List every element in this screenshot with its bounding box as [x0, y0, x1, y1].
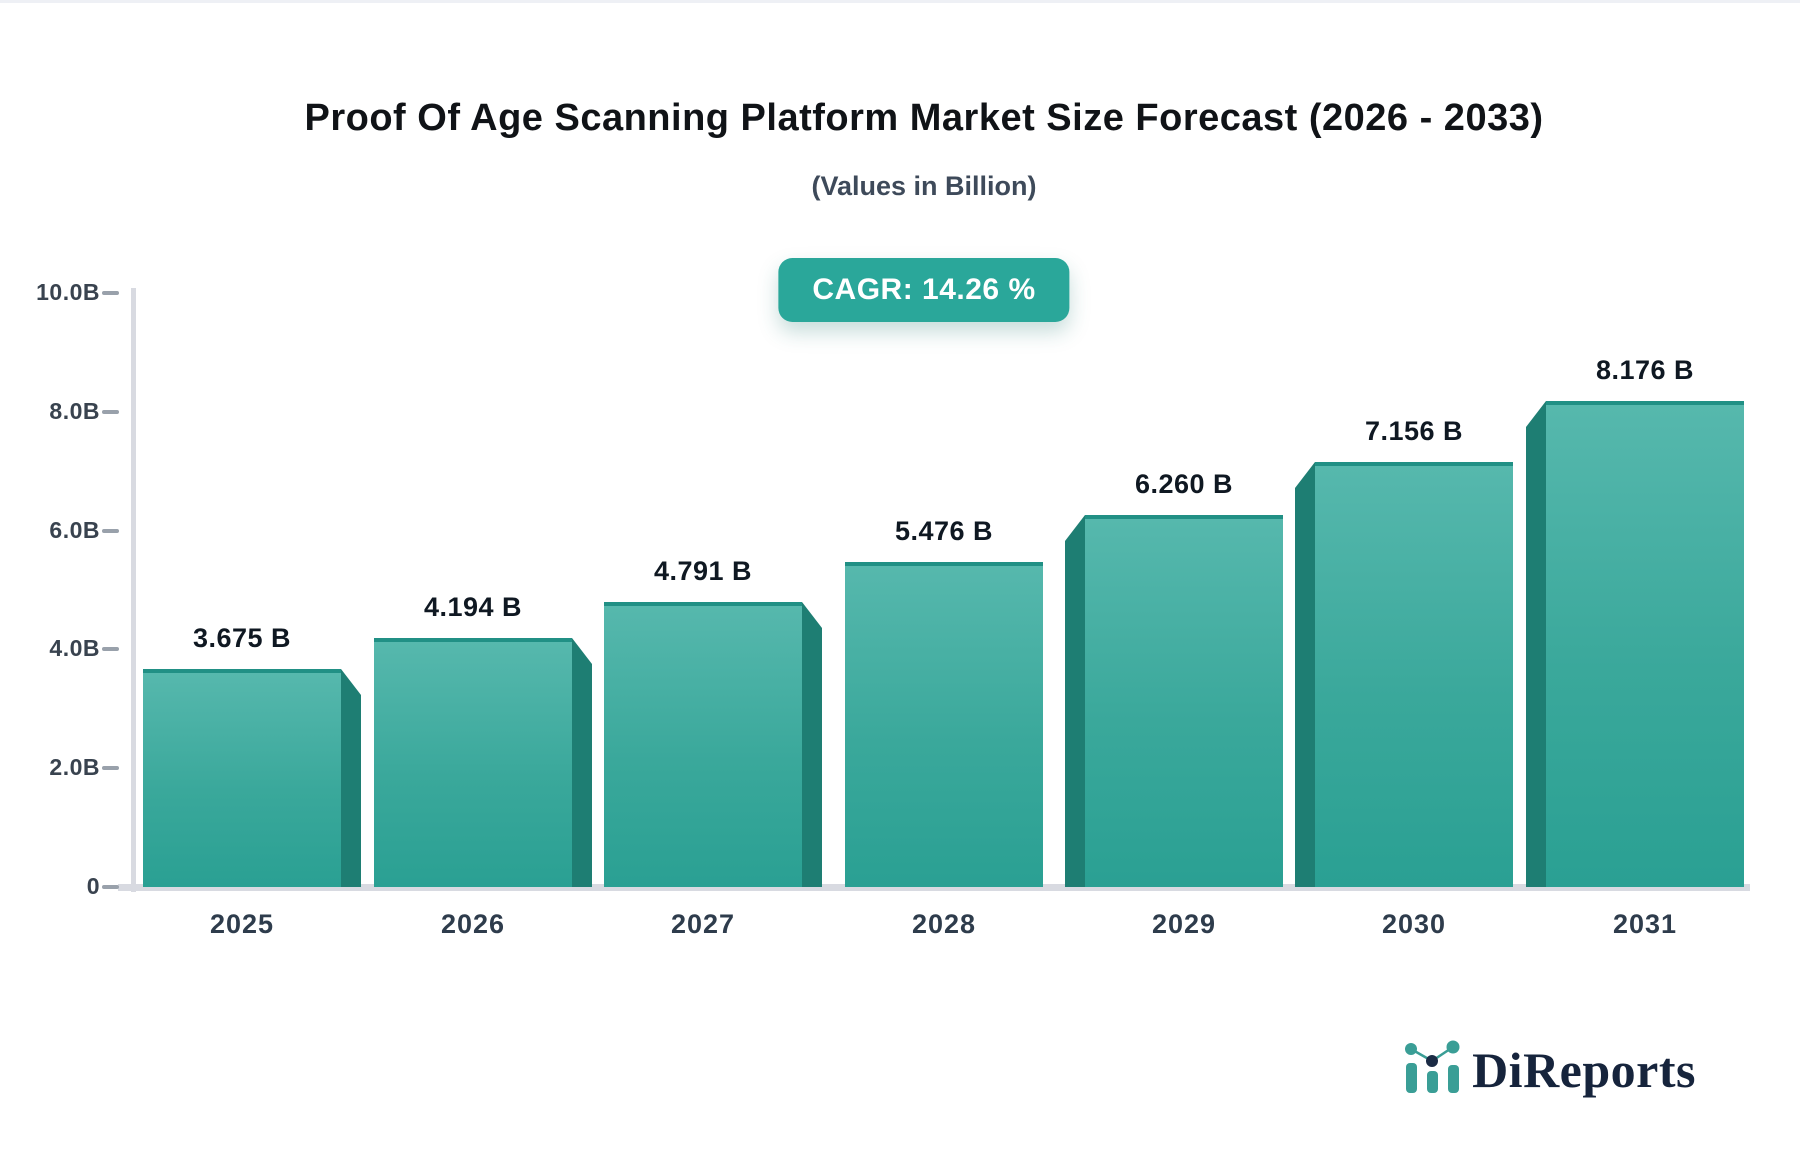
chart-title: Proof Of Age Scanning Platform Market Si…: [304, 97, 1544, 139]
bar-chart-logo-icon: [1402, 1035, 1464, 1104]
bar-side: [572, 638, 592, 887]
y-tick-label: 10.0B: [36, 279, 100, 305]
y-tick-mark: [102, 291, 119, 295]
bar-2029: [1065, 515, 1283, 887]
bar-2031: [1526, 401, 1744, 887]
bar-value-label: 3.675 B: [192, 623, 292, 653]
bar-side: [1526, 401, 1546, 887]
y-tick-mark: [102, 766, 119, 771]
bar-side: [341, 669, 361, 887]
chart-subtitle: (Values in Billion): [811, 171, 1037, 201]
x-category-label: 2025: [209, 909, 275, 939]
bar-value-label: 4.791 B: [653, 556, 753, 586]
y-tick-label: 0: [86, 873, 100, 899]
brand-logo: DiReports: [1402, 1035, 1696, 1104]
bar-side: [802, 602, 822, 887]
bar-face: [604, 602, 802, 887]
x-category-label: 2028: [911, 909, 977, 939]
y-axis-line: [131, 288, 136, 892]
x-category-label: 2027: [670, 909, 736, 939]
bar-2026: [374, 638, 592, 887]
y-tick-mark: [102, 528, 119, 533]
bar-2027: [604, 602, 822, 887]
bar-face: [374, 638, 572, 887]
bar-face: [1085, 515, 1283, 887]
bar-side: [1065, 515, 1085, 887]
bar-2025: [143, 669, 361, 887]
x-category-label: 2026: [440, 909, 506, 939]
bar-face: [845, 562, 1043, 887]
bar-value-label: 4.194 B: [423, 592, 523, 622]
y-tick-mark: [102, 885, 119, 889]
y-tick-label: 8.0B: [49, 397, 100, 424]
y-tick-mark: [102, 647, 119, 652]
x-category-label: 2031: [1612, 909, 1678, 939]
bar-value-label: 7.156 B: [1364, 416, 1464, 446]
bar-value-label: 5.476 B: [894, 516, 994, 546]
x-category-label: 2029: [1151, 909, 1217, 939]
y-tick-mark: [102, 409, 119, 414]
brand-logo-text: DiReports: [1472, 1041, 1696, 1098]
y-tick-label: 2.0B: [49, 754, 100, 781]
bar-face: [143, 669, 341, 887]
bar-side: [1295, 462, 1315, 887]
y-tick-label: 6.0B: [49, 516, 100, 543]
bar-value-label: 8.176 B: [1595, 355, 1695, 385]
x-category-label: 2030: [1381, 909, 1447, 939]
x-axis-line: [118, 884, 1750, 891]
cagr-badge: CAGR: 14.26 %: [778, 258, 1070, 322]
bar-face: [1315, 462, 1513, 887]
bar-2028: [845, 562, 1043, 887]
bar-face: [1546, 401, 1744, 887]
y-tick-label: 4.0B: [49, 635, 100, 662]
bar-2030: [1295, 462, 1513, 887]
bar-value-label: 6.260 B: [1134, 469, 1234, 499]
